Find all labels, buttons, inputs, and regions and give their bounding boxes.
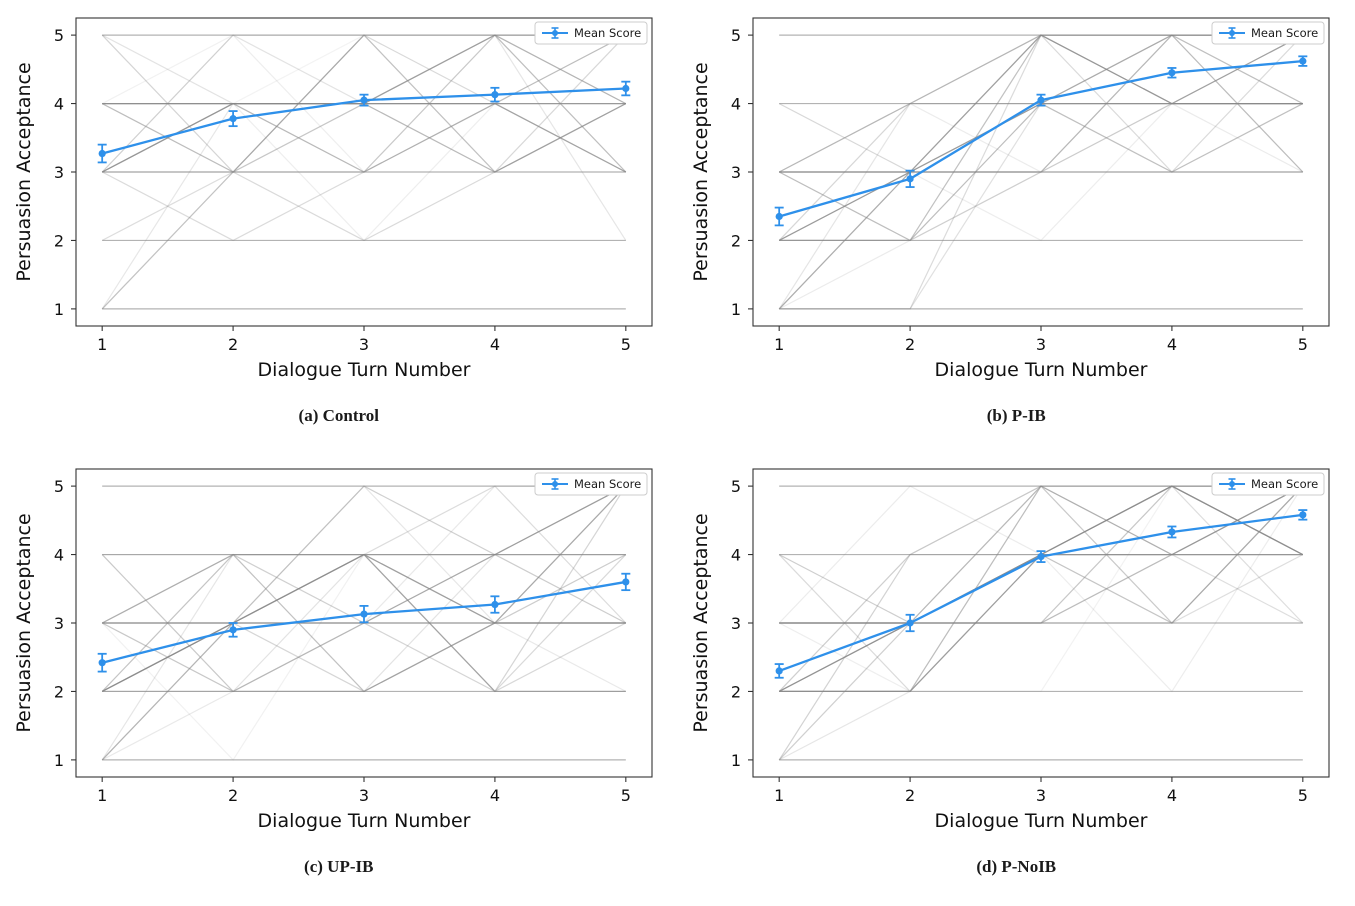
svg-text:5: 5 — [1298, 335, 1308, 354]
legend: Mean Score — [534, 472, 648, 496]
svg-text:3: 3 — [1036, 786, 1046, 805]
svg-text:2: 2 — [228, 786, 238, 805]
svg-text:4: 4 — [490, 786, 500, 805]
svg-text:2: 2 — [905, 335, 915, 354]
legend: Mean Score — [534, 21, 648, 45]
svg-text:Persuasion Acceptance: Persuasion Acceptance — [691, 513, 712, 732]
caption-a: (a) Control — [298, 406, 379, 425]
caption-b: (b) P-IB — [986, 406, 1046, 425]
svg-text:4: 4 — [1167, 335, 1177, 354]
subplot-d-p-noib: 1 2 3 4 5 1 2 3 4 5 Dialogue Turn Number Persuasion… — [678, 455, 1355, 906]
svg-text:Dialogue Turn Number: Dialogue Turn Number — [257, 359, 470, 381]
chart-canvas-c: 1 2 3 4 5 1 2 3 4 5 Dialogue Turn Number Persuasion… — [14, 468, 653, 832]
svg-text:Persuasion Acceptance: Persuasion Acceptance — [14, 513, 35, 732]
svg-text:1: 1 — [54, 751, 64, 770]
svg-text:5: 5 — [54, 477, 64, 496]
svg-text:4: 4 — [490, 335, 500, 354]
svg-text:3: 3 — [1036, 335, 1046, 354]
svg-text:Mean Score: Mean Score — [1251, 477, 1318, 491]
svg-text:1: 1 — [774, 335, 784, 354]
svg-text:5: 5 — [620, 786, 630, 805]
svg-text:Dialogue Turn Number: Dialogue Turn Number — [257, 810, 470, 832]
svg-text:Dialogue Turn Number: Dialogue Turn Number — [935, 359, 1148, 381]
svg-text:4: 4 — [1167, 786, 1177, 805]
legend: Mean Score — [1211, 21, 1325, 45]
svg-text:5: 5 — [731, 26, 741, 45]
subplot-a-control: 1 2 3 4 5 1 2 3 4 5 Dialogue Turn Number Persuasion… — [0, 4, 678, 455]
svg-text:5: 5 — [731, 477, 741, 496]
svg-text:2: 2 — [228, 335, 238, 354]
svg-text:Mean Score: Mean Score — [574, 26, 641, 40]
svg-text:2: 2 — [54, 231, 64, 250]
subplot-b-p-ib: 1 2 3 4 5 1 2 3 4 5 Dialogue Turn Number Persuasion… — [678, 4, 1355, 455]
svg-text:Dialogue Turn Number: Dialogue Turn Number — [935, 810, 1148, 832]
svg-text:3: 3 — [54, 163, 64, 182]
svg-text:2: 2 — [54, 682, 64, 701]
chart-canvas-b: 1 2 3 4 5 1 2 3 4 5 Dialogue Turn Number Persuasion… — [691, 17, 1330, 381]
svg-text:Mean Score: Mean Score — [574, 477, 641, 491]
svg-text:1: 1 — [97, 786, 107, 805]
svg-text:1: 1 — [731, 751, 741, 770]
svg-text:3: 3 — [359, 335, 369, 354]
svg-text:4: 4 — [54, 546, 64, 565]
svg-text:3: 3 — [731, 614, 741, 633]
legend: Mean Score — [1211, 472, 1325, 496]
svg-text:2: 2 — [905, 786, 915, 805]
svg-text:3: 3 — [359, 786, 369, 805]
svg-text:3: 3 — [731, 163, 741, 182]
svg-text:4: 4 — [54, 95, 64, 114]
svg-text:2: 2 — [731, 682, 741, 701]
caption-c: (c) UP-IB — [304, 857, 374, 876]
svg-text:4: 4 — [731, 546, 741, 565]
caption-d: (d) P-NoIB — [976, 857, 1057, 876]
svg-text:1: 1 — [54, 300, 64, 319]
svg-text:3: 3 — [54, 614, 64, 633]
svg-text:1: 1 — [774, 786, 784, 805]
svg-text:1: 1 — [731, 300, 741, 319]
svg-text:4: 4 — [731, 95, 741, 114]
chart-canvas-d: 1 2 3 4 5 1 2 3 4 5 Dialogue Turn Number Persuasion… — [691, 468, 1330, 832]
svg-text:5: 5 — [1298, 786, 1308, 805]
chart-canvas-a: 1 2 3 4 5 1 2 3 4 5 Dialogue Turn Number Persuasion… — [14, 17, 653, 381]
svg-text:5: 5 — [54, 26, 64, 45]
svg-text:1: 1 — [97, 335, 107, 354]
subplot-c-up-ib: 1 2 3 4 5 1 2 3 4 5 Dialogue Turn Number Persuasion… — [0, 455, 678, 906]
svg-text:Persuasion Acceptance: Persuasion Acceptance — [14, 62, 35, 281]
svg-text:5: 5 — [620, 335, 630, 354]
svg-text:Persuasion Acceptance: Persuasion Acceptance — [691, 62, 712, 281]
svg-text:2: 2 — [731, 231, 741, 250]
svg-text:Mean Score: Mean Score — [1251, 26, 1318, 40]
